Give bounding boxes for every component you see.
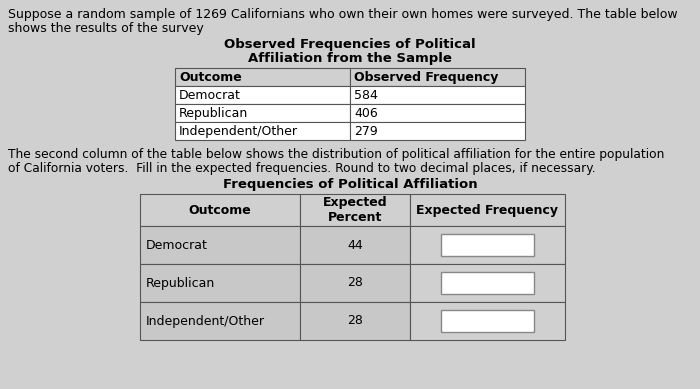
Bar [175,86,350,104]
Bar [350,104,525,122]
Bar [140,194,300,226]
Text: Observed Frequency: Observed Frequency [354,70,498,84]
Bar [175,122,350,140]
Bar [350,68,525,86]
Text: Democrat: Democrat [146,238,208,252]
Text: 44: 44 [347,238,363,252]
Text: Observed Frequencies of Political: Observed Frequencies of Political [224,38,476,51]
Text: 406: 406 [354,107,378,119]
Bar [300,264,410,302]
Bar [410,194,565,226]
Bar [410,302,565,340]
Bar [140,302,300,340]
Bar [410,226,565,264]
Text: 28: 28 [347,314,363,328]
Text: Independent/Other: Independent/Other [146,314,265,328]
Text: Expected
Percent: Expected Percent [323,196,387,224]
Text: Independent/Other: Independent/Other [179,124,298,137]
Text: shows the results of the survey: shows the results of the survey [8,22,204,35]
Bar [350,122,525,140]
Bar [350,86,525,104]
Text: Democrat: Democrat [179,89,241,102]
Text: 28: 28 [347,277,363,289]
Text: Suppose a random sample of 1269 Californians who own their own homes were survey: Suppose a random sample of 1269 Californ… [8,8,678,21]
Bar [175,68,350,86]
Text: Frequencies of Political Affiliation: Frequencies of Political Affiliation [223,178,477,191]
Text: Expected Frequency: Expected Frequency [416,203,559,217]
Bar [300,226,410,264]
Text: Republican: Republican [146,277,216,289]
Text: Outcome: Outcome [188,203,251,217]
Text: Republican: Republican [179,107,248,119]
Bar [175,104,350,122]
Bar [140,264,300,302]
Text: 279: 279 [354,124,378,137]
Bar [441,310,534,332]
Text: of California voters.  Fill in the expected frequencies. Round to two decimal pl: of California voters. Fill in the expect… [8,162,596,175]
Text: The second column of the table below shows the distribution of political affilia: The second column of the table below sho… [8,148,664,161]
Text: Outcome: Outcome [179,70,242,84]
Bar [441,272,534,294]
Text: 584: 584 [354,89,378,102]
Bar [441,234,534,256]
Bar [300,302,410,340]
Bar [140,226,300,264]
Text: Affiliation from the Sample: Affiliation from the Sample [248,52,452,65]
Bar [300,194,410,226]
Bar [410,264,565,302]
